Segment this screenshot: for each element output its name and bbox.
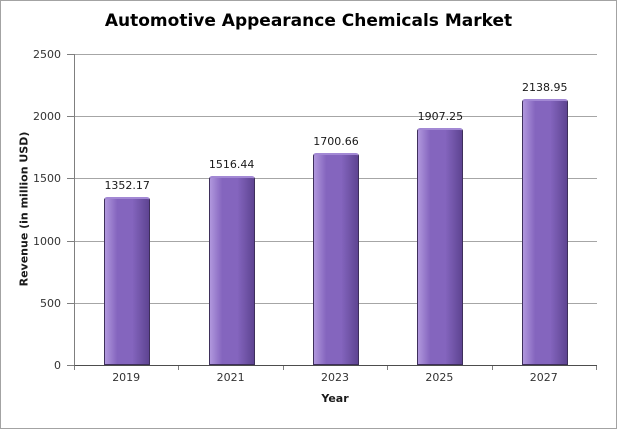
chart-title: Automotive Appearance Chemicals Market (104, 11, 513, 31)
x-tick-label: 2025 (425, 371, 454, 384)
bar-value-label: 1516.44 (208, 158, 255, 172)
x-tick-label: 2023 (321, 371, 349, 384)
bar-2023 (313, 153, 359, 365)
bar-value-label: 1907.25 (417, 109, 464, 123)
bar-2025 (417, 127, 464, 365)
x-tick-label: 2027 (529, 371, 558, 384)
bar-2019 (104, 196, 151, 365)
y-tick-label: 1500 (33, 172, 61, 186)
x-tick-mark (387, 366, 389, 370)
x-tick-mark (74, 366, 75, 370)
y-tick-label: 2500 (33, 48, 61, 61)
bar-value-label: 1700.66 (313, 135, 359, 149)
bar-2021 (208, 176, 255, 365)
y-tick-label: 500 (40, 296, 61, 310)
y-tick-mark (67, 240, 74, 242)
y-tick-mark (67, 116, 74, 118)
x-tick-label: 2019 (112, 371, 141, 384)
x-tick-mark (491, 366, 493, 370)
y-tick-label: 1000 (33, 234, 61, 248)
x-tick-mark (178, 366, 180, 370)
x-tick-mark (282, 366, 284, 370)
gridline-2000 (75, 116, 597, 118)
x-tick-mark (596, 366, 597, 370)
y-axis-title: Revenue (in million USD) (17, 131, 31, 287)
y-tick-mark (67, 178, 74, 180)
bar-2027 (521, 98, 568, 365)
x-axis-title: Year (321, 392, 349, 405)
y-tick-mark (67, 54, 74, 55)
y-tick-mark (67, 302, 74, 304)
bar-value-label: 2138.95 (522, 80, 568, 94)
gridline-2500 (75, 54, 597, 55)
y-tick-label: 2000 (33, 110, 61, 124)
y-tick-mark (67, 365, 74, 366)
y-tick-label: 0 (54, 359, 61, 372)
x-tick-label: 2021 (216, 371, 245, 384)
plot-area: 1352.17 1516.44 1700.66 1907.25 2138.95 (74, 54, 597, 366)
bar-value-label: 1352.17 (104, 178, 150, 192)
